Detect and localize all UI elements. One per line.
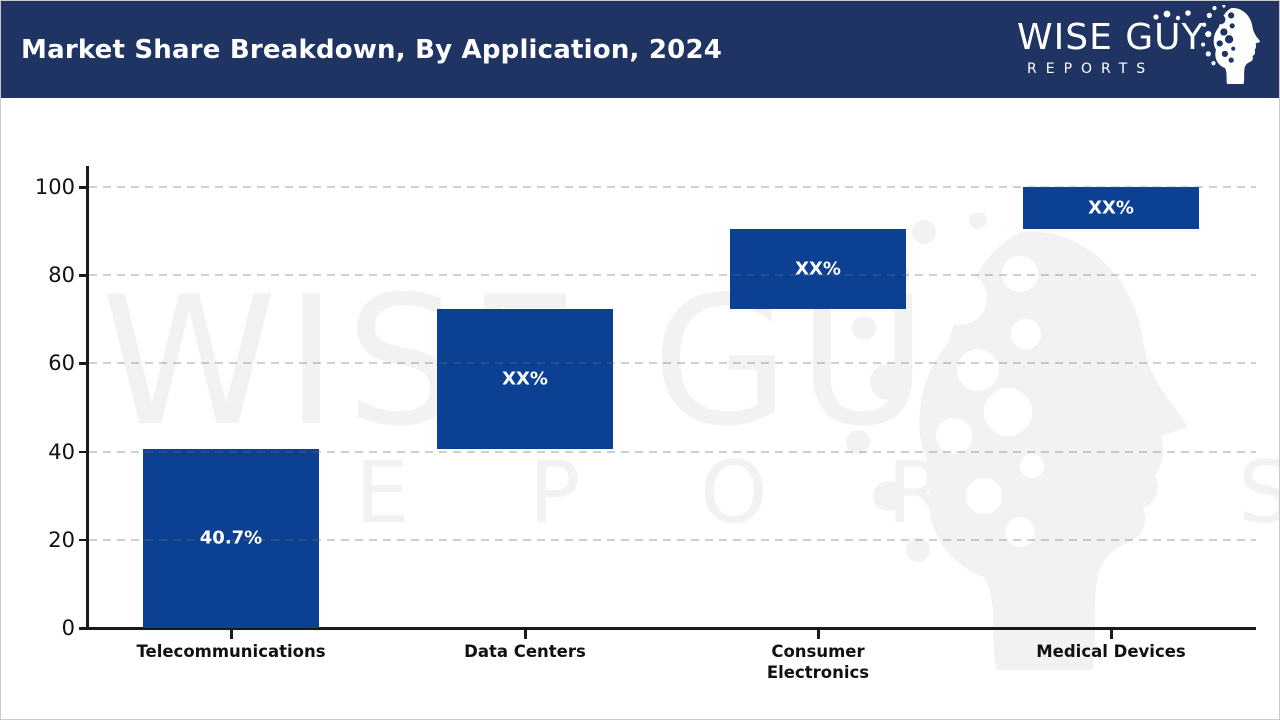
header-band: Market Share Breakdown, By Application, … — [1, 1, 1279, 98]
gridline-40 — [89, 450, 1256, 453]
y-tick-label-60: 60 — [48, 351, 75, 376]
y-tick-label-80: 80 — [48, 263, 75, 288]
y-tickmark-40 — [79, 450, 88, 454]
y-tick-label-100: 100 — [34, 175, 75, 199]
y-tickmark-60 — [79, 362, 88, 365]
gridline-80 — [89, 274, 1256, 277]
gridline-60 — [89, 362, 1256, 365]
wise-guy-logo-icon: WISE GUY REPORTS — [1017, 3, 1261, 84]
x-tickmark-1 — [524, 630, 527, 639]
x-category-label: Data Centers — [464, 642, 586, 661]
logo-line1-text: WISE GUY — [1017, 17, 1205, 58]
y-tickmark-100 — [79, 186, 88, 189]
logo-line2-text: REPORTS — [1027, 61, 1154, 77]
bar-consumer-electronics — [730, 228, 906, 310]
x-axis-line — [80, 627, 1256, 630]
bar-data-centers — [437, 309, 613, 449]
x-category-label: Telecommunications — [136, 642, 326, 661]
bar-value-label: XX% — [795, 258, 841, 280]
y-tick-label-0: 0 — [61, 616, 75, 640]
x-category-label: Consumer Electronics — [766, 642, 870, 683]
y-tickmark-80 — [79, 274, 88, 277]
gridline-20 — [89, 538, 1256, 541]
gridline-100 — [89, 186, 1256, 188]
page-title: Market Share Breakdown, By Application, … — [21, 34, 723, 65]
x-category-label: Medical Devices — [1036, 642, 1186, 661]
x-tickmark-3 — [1110, 630, 1113, 639]
y-tickmark-0 — [79, 627, 88, 630]
y-tick-label-20: 20 — [48, 527, 75, 552]
logo-head-icon — [1201, 3, 1261, 84]
y-tickmark-20 — [79, 538, 88, 542]
y-tick-label-40: 40 — [48, 439, 75, 464]
bar-value-label: XX% — [502, 368, 548, 390]
y-axis-line — [86, 166, 89, 630]
bar-medical-devices — [1023, 187, 1199, 229]
bar-value-label: XX% — [1088, 197, 1134, 219]
x-tickmark-2 — [817, 630, 820, 639]
bar-telecommunications — [143, 448, 319, 628]
x-tickmark-0 — [230, 630, 233, 639]
bar-value-label: 40.7% — [199, 527, 263, 549]
brand-logo: WISE GUY REPORTS — [1015, 3, 1265, 95]
